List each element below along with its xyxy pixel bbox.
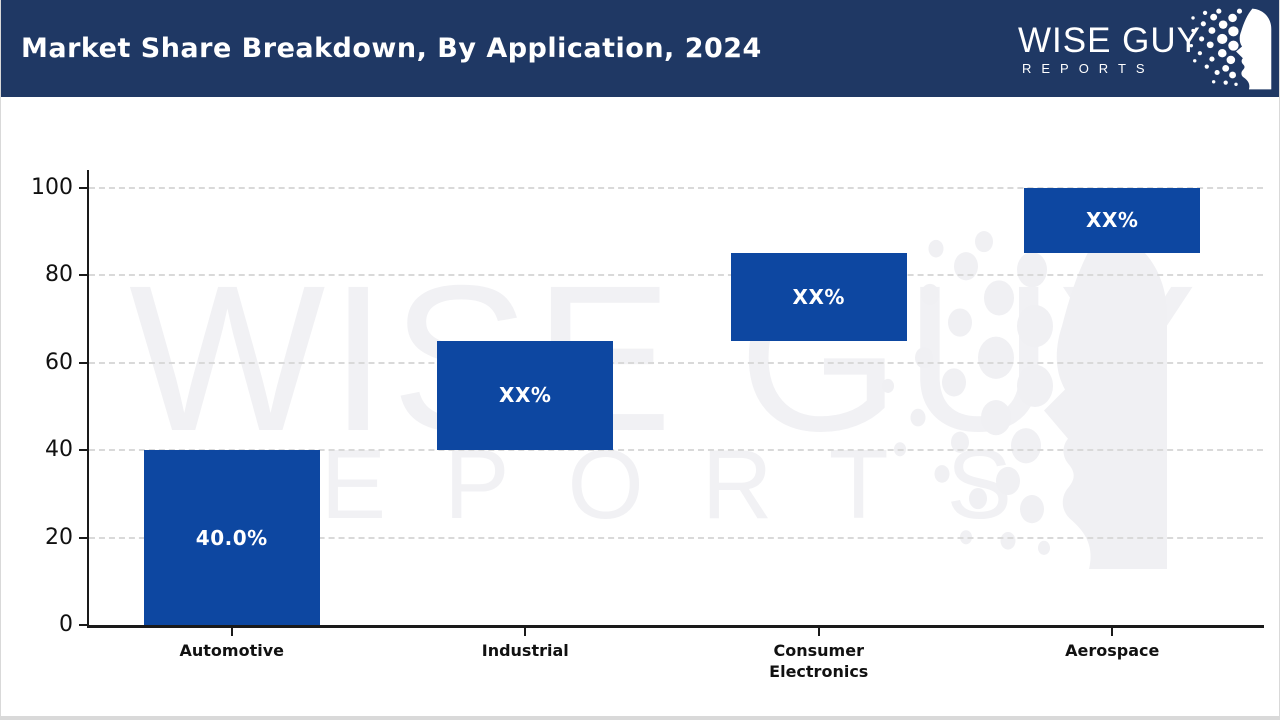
x-category-label: Aerospace	[1065, 641, 1160, 660]
x-category-label: Consumer Electronics	[769, 641, 869, 681]
logo-wordmark: WISE GUY REPORTS	[1017, 20, 1201, 76]
y-tick-label: 60	[45, 349, 73, 375]
bar: XX%	[730, 253, 907, 341]
y-tick-label: 0	[59, 612, 73, 637]
y-tick-label: 40	[45, 437, 73, 462]
x-axis-line	[87, 625, 1264, 628]
y-tick-label: 80	[45, 262, 73, 287]
y-tick-mark	[79, 449, 87, 451]
y-tick-mark	[79, 624, 87, 626]
y-axis-line	[87, 170, 89, 625]
y-tick-mark	[79, 186, 87, 189]
y-gridline	[89, 186, 1263, 189]
x-tick-mark	[524, 628, 527, 636]
bar: XX%	[1024, 187, 1201, 254]
bar-value-label: XX%	[792, 284, 845, 309]
chart-title: Market Share Breakdown, By Application, …	[21, 33, 762, 64]
y-tick-mark	[79, 361, 87, 364]
logo-face-icon	[1189, 8, 1272, 90]
footer-strip	[1, 716, 1279, 720]
y-tick-mark	[79, 274, 87, 276]
x-tick-mark	[817, 628, 820, 636]
bar: 40.0%	[143, 450, 320, 625]
x-tick-mark	[1111, 628, 1114, 636]
y-tick-mark	[79, 536, 87, 539]
bar-value-label: 40.0%	[195, 525, 268, 550]
y-tick-label: 20	[45, 524, 73, 550]
y-gridline	[89, 449, 1263, 451]
x-tick-mark	[230, 628, 233, 636]
y-gridline	[89, 361, 1263, 364]
bar-value-label: XX%	[1086, 208, 1139, 233]
x-category-label: Industrial	[481, 641, 569, 660]
logo-line1: WISE GUY	[1017, 20, 1201, 60]
logo-line2: REPORTS	[1021, 60, 1155, 76]
bar: XX%	[437, 340, 614, 450]
x-category-label: Automotive	[179, 641, 285, 660]
y-gridline	[89, 274, 1263, 276]
bar-value-label: XX%	[499, 383, 552, 408]
chart-canvas: 0 20 40 60 80 100 40.0% Automotive XX% Industrial…	[1, 97, 1279, 720]
y-gridline	[89, 536, 1263, 539]
watermark-face-icon	[882, 231, 1167, 569]
y-tick-label: 100	[31, 174, 73, 200]
header-bar: Market Share Breakdown, By Application, …	[1, 0, 1279, 97]
brand-logo: WISE GUY REPORTS	[1018, 5, 1273, 93]
